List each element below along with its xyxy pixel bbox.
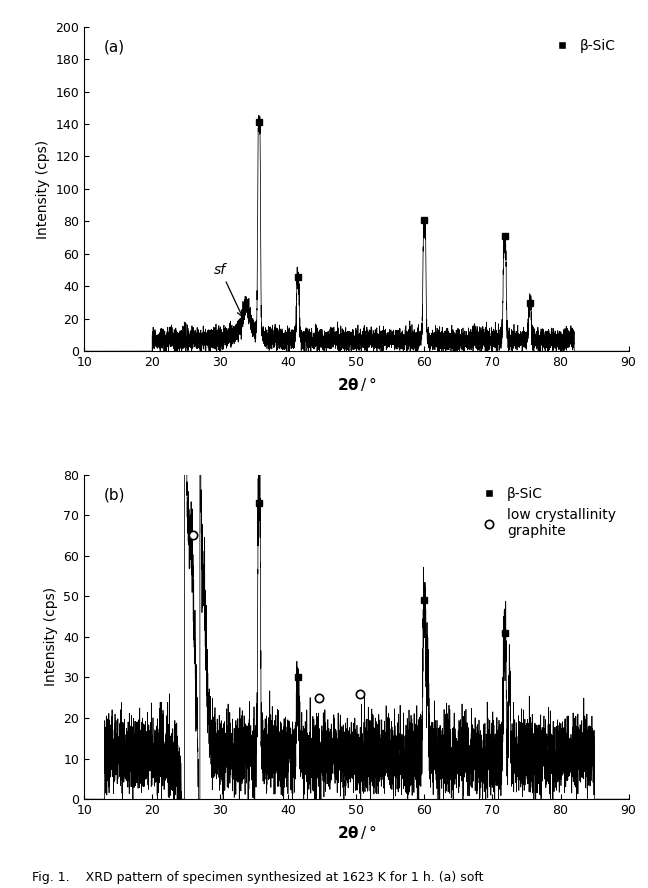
X-axis label: $\mathbf{2\theta}$$\,/\,°$: $\mathbf{2\theta}$$\,/\,°$ [337, 822, 376, 841]
Text: (b): (b) [103, 488, 125, 503]
Legend: β-SiC: β-SiC [542, 34, 621, 59]
X-axis label: $\mathbf{2\theta}$$\,/\,°$: $\mathbf{2\theta}$$\,/\,°$ [337, 375, 376, 392]
Text: Fig. 1.    XRD pattern of specimen synthesized at 1623 K for 1 h. (a) soft: Fig. 1. XRD pattern of specimen synthesi… [32, 870, 484, 884]
Text: (a): (a) [103, 40, 124, 55]
Y-axis label: Intensity (cps): Intensity (cps) [36, 139, 50, 239]
Text: sf: sf [214, 263, 242, 317]
Legend: β-SiC, low crystallinity
graphite: β-SiC, low crystallinity graphite [470, 481, 621, 543]
Y-axis label: Intensity (cps): Intensity (cps) [44, 587, 58, 686]
